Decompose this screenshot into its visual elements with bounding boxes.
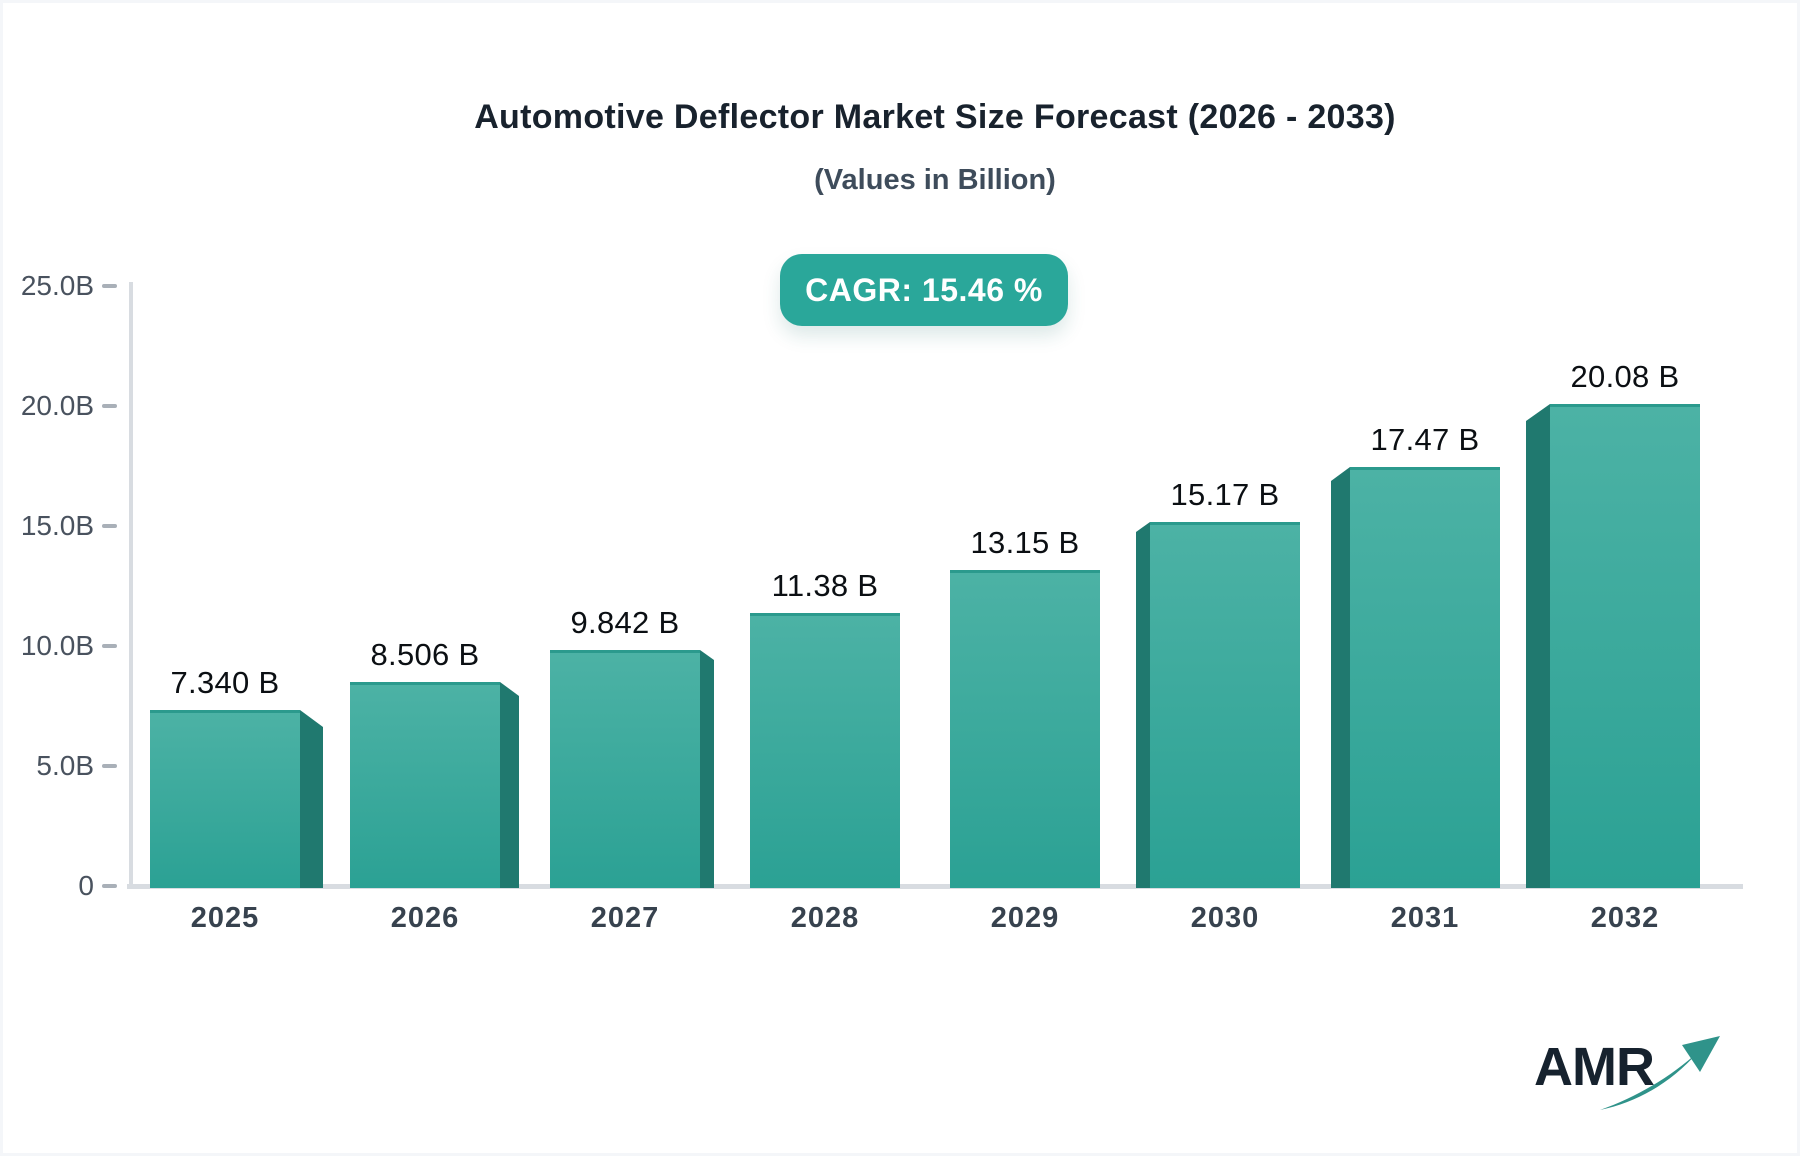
bar-value-label: 17.47 B bbox=[1370, 422, 1480, 457]
bar-side-face bbox=[700, 650, 714, 888]
y-axis-tick bbox=[102, 764, 117, 768]
x-axis-label: 2028 bbox=[790, 902, 860, 934]
y-axis-tick bbox=[102, 644, 117, 648]
y-axis-label: 0 bbox=[78, 870, 94, 901]
growth-arrow-icon bbox=[1600, 1036, 1720, 1110]
chart-title: Automotive Deflector Market Size Forecas… bbox=[474, 98, 1396, 136]
bar-value-label: 15.17 B bbox=[1170, 477, 1280, 512]
bar-2028 bbox=[750, 613, 900, 888]
bar-value-label: 20.08 B bbox=[1570, 359, 1680, 394]
bar-2032 bbox=[1550, 404, 1700, 888]
bar-value-label: 7.340 B bbox=[170, 665, 280, 700]
bar-side-face bbox=[500, 682, 519, 888]
chart-subtitle: (Values in Billion) bbox=[814, 164, 1056, 196]
y-axis-label: 25.0B bbox=[20, 270, 94, 301]
bar-2030 bbox=[1150, 522, 1300, 888]
x-axis-label: 2030 bbox=[1190, 902, 1260, 934]
y-axis-tick bbox=[102, 884, 117, 888]
y-axis-tick bbox=[102, 284, 117, 288]
x-axis-label: 2027 bbox=[590, 902, 660, 934]
y-axis-line bbox=[129, 282, 133, 888]
y-axis-label: 15.0B bbox=[20, 510, 94, 541]
x-axis-label: 2029 bbox=[990, 902, 1060, 934]
bar-2031 bbox=[1350, 467, 1500, 888]
y-axis-label: 5.0B bbox=[36, 750, 94, 781]
bar-value-label: 11.38 B bbox=[771, 568, 879, 603]
bar-side-face bbox=[1331, 467, 1350, 888]
bar-side-face bbox=[1526, 404, 1550, 888]
bar-2026 bbox=[350, 682, 500, 888]
amr-logo: AMR bbox=[1520, 1030, 1740, 1120]
bar-value-label: 8.506 B bbox=[370, 637, 480, 672]
bar-value-label: 13.15 B bbox=[970, 525, 1080, 560]
bar-side-face bbox=[1136, 522, 1150, 888]
y-axis-label: 10.0B bbox=[20, 630, 94, 661]
cagr-badge: CAGR: 15.46 % bbox=[780, 254, 1068, 326]
y-axis-tick bbox=[102, 404, 117, 408]
y-axis-tick bbox=[102, 524, 117, 528]
bar-2027 bbox=[550, 650, 700, 888]
bar-side-face bbox=[300, 710, 323, 888]
x-axis-label: 2031 bbox=[1390, 902, 1460, 934]
bar-2025 bbox=[150, 710, 300, 888]
x-axis-label: 2026 bbox=[390, 902, 460, 934]
bar-2029 bbox=[950, 570, 1100, 888]
x-axis-label: 2032 bbox=[1590, 902, 1660, 934]
bar-value-label: 9.842 B bbox=[570, 605, 680, 640]
x-axis-label: 2025 bbox=[190, 902, 260, 934]
amr-logo-text: AMR bbox=[1534, 1037, 1655, 1097]
y-axis-label: 20.0B bbox=[20, 390, 94, 421]
x-axis-line bbox=[127, 884, 1743, 889]
